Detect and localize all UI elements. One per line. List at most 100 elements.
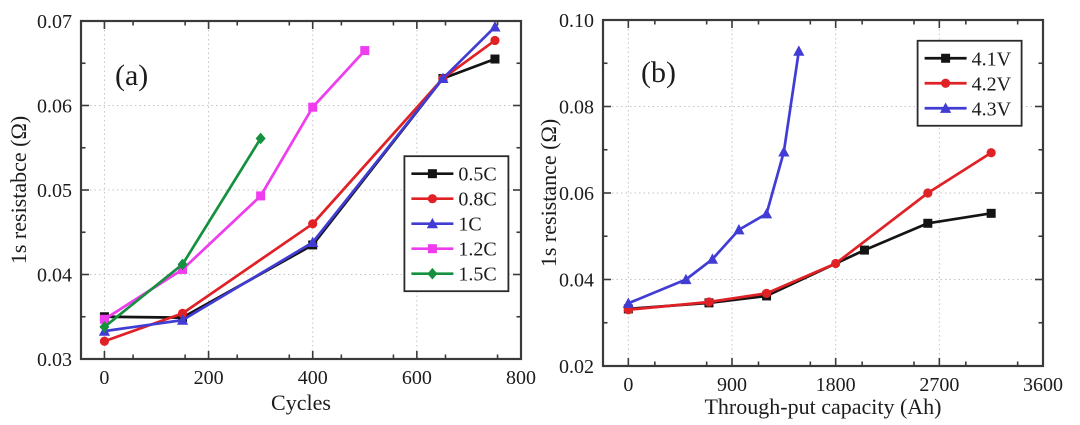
- x-axis-label: Cycles: [271, 390, 331, 415]
- legend-label: 4.1V: [972, 48, 1012, 70]
- x-tick-labels: 0 900 1800 2700 3600: [623, 374, 1063, 396]
- y-tick-label: 0.04: [559, 270, 594, 292]
- x-tick-label: 800: [506, 367, 536, 389]
- data-point-marker: [308, 219, 318, 229]
- y-tick-labels: 0.03 0.04 0.05 0.06 0.07: [37, 11, 72, 371]
- x-tick-label: 200: [194, 367, 224, 389]
- y-tick-labels: 0.02 0.04 0.06 0.08 0.10: [559, 10, 594, 378]
- y-tick-label: 0.06: [37, 96, 72, 118]
- data-point-marker: [778, 146, 790, 157]
- legend-item-4.1V: 4.1V: [924, 48, 1012, 70]
- data-point-marker: [490, 35, 500, 46]
- series-1.5C: [99, 132, 266, 333]
- data-point-marker: [761, 288, 772, 298]
- y-tick-label: 0.04: [37, 265, 72, 287]
- y-tick-label: 0.02: [559, 356, 594, 378]
- legend-item-4.2V: 4.2V: [924, 73, 1012, 95]
- y-axis-label: 1s resistabce (Ω): [6, 116, 31, 264]
- legend-label: 4.3V: [972, 98, 1012, 120]
- series-4.3V: [622, 45, 805, 308]
- data-point-marker: [489, 21, 501, 32]
- data-point-marker: [256, 191, 266, 201]
- data-point-marker: [177, 258, 188, 271]
- legend-item-0.5C: 0.5C: [411, 164, 497, 186]
- series-4.2V: [623, 148, 996, 315]
- data-point-marker: [859, 245, 869, 255]
- x-tick-label: 3600: [1023, 374, 1063, 396]
- data-point-marker: [99, 314, 109, 324]
- x-tick-label: 0: [623, 374, 633, 396]
- x-tick-label: 2700: [919, 374, 959, 396]
- legend: 4.1V 4.2V 4.3V: [916, 39, 1023, 127]
- data-point-marker: [307, 236, 319, 247]
- data-point-marker: [986, 208, 996, 218]
- y-tick-label: 0.10: [559, 10, 594, 32]
- x-tick-label: 900: [717, 374, 747, 396]
- data-point-marker: [308, 102, 318, 112]
- data-point-marker: [176, 314, 189, 325]
- legend-item-1.5C: 1.5C: [411, 264, 497, 286]
- legend-label: 1.2C: [458, 239, 496, 261]
- legend-marker: [940, 102, 952, 113]
- data-point-marker: [360, 46, 370, 56]
- x-axis-label: Through-put capacity (Ah): [704, 394, 941, 419]
- x-tick-label: 0: [99, 367, 109, 389]
- axis-ticks: [603, 19, 1044, 367]
- data-point-marker: [704, 297, 714, 307]
- data-point-marker: [923, 218, 933, 228]
- data-point-marker: [923, 188, 933, 198]
- y-axis-label: 1s resistance (Ω): [540, 119, 561, 267]
- data-point-marker: [706, 253, 719, 264]
- x-tick-labels: 0 200 400 600 800: [99, 367, 536, 389]
- legend: 0.5C 0.8C 1C 1.2C 1.5C: [403, 155, 510, 293]
- legend-marker: [427, 244, 437, 254]
- y-tick-label: 0.07: [37, 11, 72, 33]
- y-tick-label: 0.05: [37, 180, 72, 202]
- panel-label: (a): [115, 59, 148, 92]
- series-1C: [98, 21, 501, 336]
- legend-label: 0.5C: [458, 164, 496, 186]
- legend-marker: [427, 194, 437, 204]
- y-tick-label: 0.08: [559, 97, 594, 119]
- data-point-marker: [255, 132, 266, 145]
- series-line: [103, 137, 262, 329]
- data-point-marker: [99, 336, 110, 346]
- legend-marker: [426, 217, 438, 229]
- data-point-marker: [622, 297, 634, 308]
- legend-label: 1.5C: [458, 264, 496, 286]
- series-line: [626, 151, 993, 312]
- legend-marker: [427, 169, 437, 179]
- data-point-marker: [680, 273, 692, 285]
- x-tick-label: 1800: [816, 374, 856, 396]
- legend-marker: [941, 78, 951, 88]
- data-point-marker: [831, 258, 841, 269]
- x-tick-label: 600: [402, 367, 432, 389]
- legend-label: 1C: [458, 214, 481, 236]
- legend-item-1C: 1C: [411, 214, 482, 236]
- legend-item-4.3V: 4.3V: [924, 98, 1012, 120]
- y-tick-label: 0.06: [559, 183, 594, 205]
- legend-item-1.2C: 1.2C: [411, 239, 497, 261]
- y-tick-label: 0.03: [37, 349, 72, 371]
- axis-ticks: [81, 20, 522, 360]
- data-point-marker: [793, 45, 805, 56]
- legend-marker: [941, 53, 951, 63]
- legend-label: 4.2V: [972, 73, 1012, 95]
- chart-panel-b: 0 900 1800 2700 3600 0.02 0.04 0.06 0.08 0.10 Thro…: [540, 10, 1063, 419]
- data-point-marker: [986, 148, 996, 158]
- data-point-marker: [177, 308, 188, 318]
- legend-item-0.8C: 0.8C: [411, 189, 497, 211]
- legend-marker: [427, 267, 438, 280]
- x-tick-label: 400: [298, 367, 328, 389]
- series-line: [626, 211, 993, 311]
- gridlines: [81, 21, 521, 359]
- data-point-marker: [437, 72, 449, 84]
- data-point-marker: [490, 54, 500, 64]
- panel-label: (b): [641, 56, 676, 89]
- chart-panel-a: 0 200 400 600 800 0.03 0.04 0.05 0.06 0.07 Cycles 1…: [6, 11, 536, 415]
- legend-label: 0.8C: [458, 189, 496, 211]
- data-point-marker: [760, 207, 773, 219]
- data-point-marker: [733, 223, 745, 235]
- series-4.1V: [623, 208, 996, 314]
